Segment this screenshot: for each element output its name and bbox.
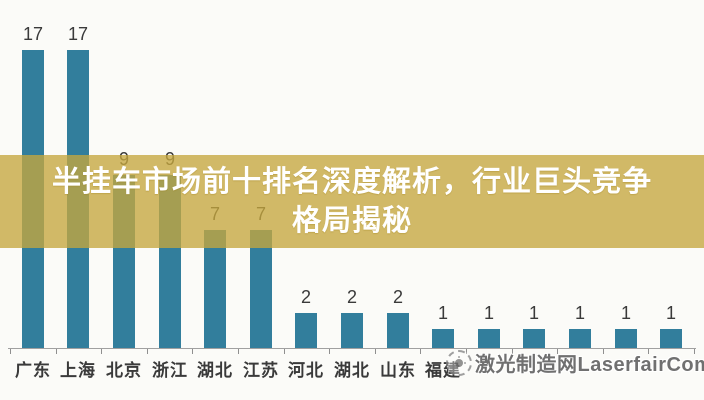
x-axis-tick [192,349,193,354]
bar-value-label: 1 [620,303,631,323]
bar-value-label: 1 [437,303,448,323]
x-axis-category-label: 北京 [106,361,142,380]
bar [341,313,363,348]
bar-value-label: 17 [22,24,44,44]
banner-title-line2: 格局揭秘 [291,204,412,237]
bar [660,329,682,348]
title-banner: 半挂车市场前十排名深度解析，行业巨头竞争 格局揭秘 [0,155,704,248]
x-axis-category-label: 山东 [380,361,416,380]
bar [387,313,409,348]
x-axis-tick [10,349,11,354]
bar [295,313,317,348]
bar [250,230,272,348]
bar-value-label: 2 [346,287,357,307]
laser-sun-logo-icon [446,349,472,376]
x-axis-line [8,348,696,349]
bar-value-label: 1 [665,303,676,323]
watermark: 激光制造网LaserfairCom [446,348,704,377]
x-axis-tick [420,349,421,354]
x-axis-category-label: 上海 [60,361,96,380]
x-axis-category-label: 湖北 [197,361,233,380]
x-axis-tick [648,349,649,354]
bar-value-label: 2 [392,287,403,307]
x-axis-tick [512,349,513,354]
bar-value-label: 1 [483,303,494,323]
x-axis-tick [56,349,57,354]
x-axis-category-label: 河北 [288,361,324,380]
x-axis-tick [147,349,148,354]
bar [478,329,500,348]
watermark-text: 激光制造网LaserfairCom [475,354,704,376]
x-axis-tick [694,349,695,354]
bar-value-label: 17 [67,24,89,44]
x-axis-tick [238,349,239,354]
bar [204,230,226,348]
bar [569,329,591,348]
x-axis-tick [603,349,604,354]
banner-title-line1: 半挂车市场前十排名深度解析，行业巨头竞争 [51,165,652,198]
bar-value-label: 1 [574,303,585,323]
x-axis-category-label: 江苏 [243,361,279,380]
bar [615,329,637,348]
bar-value-label: 2 [300,287,311,307]
bar [432,329,454,348]
x-axis-category-label: 广东 [15,361,51,380]
x-axis-tick [329,349,330,354]
x-axis-tick [375,349,376,354]
x-axis-tick [101,349,102,354]
bar-value-label: 1 [528,303,539,323]
x-axis-tick [557,349,558,354]
x-axis-category-label: 浙江 [152,361,188,380]
bar [523,329,545,348]
x-axis-tick [284,349,285,354]
x-axis-category-label: 湖北 [334,361,370,380]
